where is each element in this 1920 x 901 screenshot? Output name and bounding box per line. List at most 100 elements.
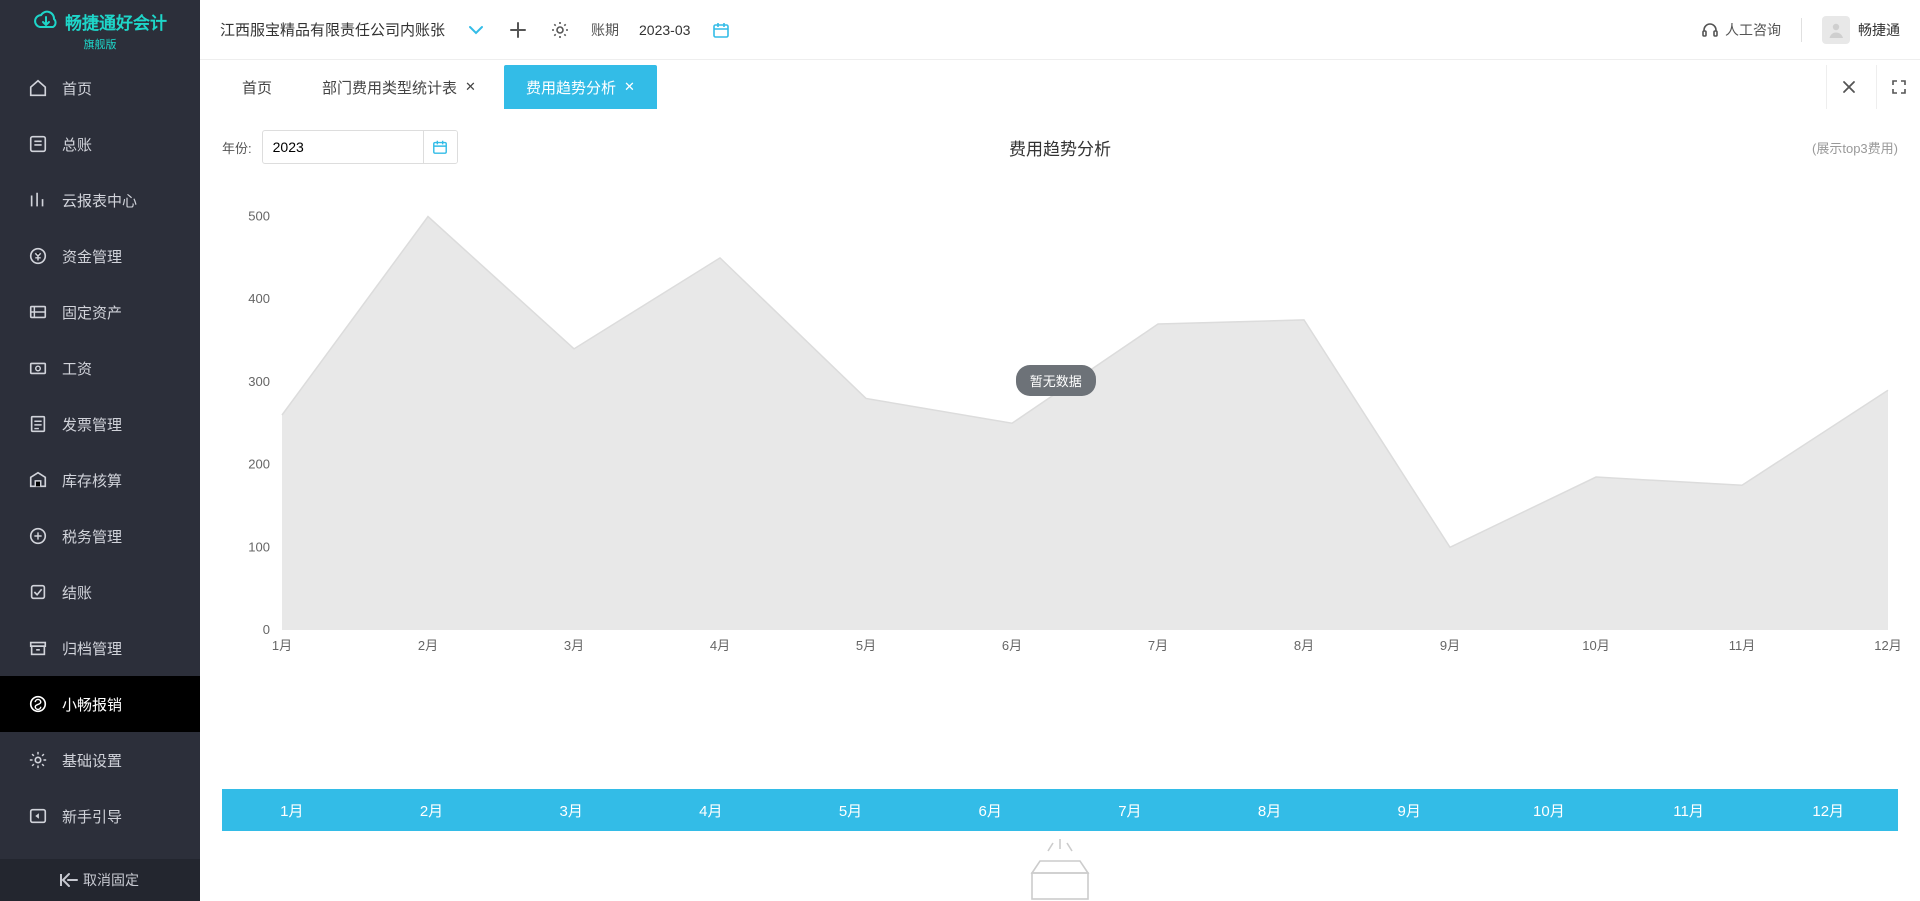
svg-text:400: 400	[248, 291, 270, 306]
sidebar-item-label: 云报表中心	[62, 190, 137, 211]
chevron-down-icon	[468, 25, 484, 35]
svg-text:5月: 5月	[856, 638, 876, 653]
svg-text:9月: 9月	[1440, 638, 1460, 653]
year-input[interactable]	[263, 139, 423, 155]
add-button[interactable]	[507, 19, 529, 41]
close-tab-button[interactable]	[1826, 65, 1870, 109]
sidebar-item-label: 新手引导	[62, 806, 122, 827]
sidebar-item-asset[interactable]: 固定资产	[0, 284, 200, 340]
report-icon	[28, 190, 48, 210]
svg-text:8月: 8月	[1294, 638, 1314, 653]
period-picker-button[interactable]	[710, 19, 732, 41]
month-cell[interactable]: 3月	[501, 789, 641, 831]
tab-close-button[interactable]: ✕	[624, 79, 635, 95]
month-cell[interactable]: 1月	[222, 789, 362, 831]
tab[interactable]: 首页	[220, 65, 294, 109]
tab-close-button[interactable]: ✕	[465, 79, 476, 95]
sidebar-item-label: 基础设置	[62, 750, 122, 771]
filter-row: 年份: 费用趋势分析 (展示top3费用)	[222, 124, 1898, 170]
top-note: (展示top3费用)	[1812, 138, 1898, 157]
sidebar-item-label: 首页	[62, 78, 92, 99]
svg-text:10月: 10月	[1582, 638, 1609, 653]
support-button[interactable]: 人工咨询	[1701, 20, 1781, 40]
svg-text:4月: 4月	[710, 638, 730, 653]
sidebar-item-guide[interactable]: 新手引导	[0, 788, 200, 844]
funds-icon	[28, 246, 48, 266]
sidebar-item-expense[interactable]: 小畅报销	[0, 676, 200, 732]
month-cell[interactable]: 12月	[1758, 789, 1898, 831]
svg-text:300: 300	[248, 374, 270, 389]
trend-chart: 01002003004005001月2月3月4月5月6月7月8月9月10月11月…	[222, 190, 1898, 660]
user-name: 畅捷通	[1858, 20, 1900, 40]
sidebar-item-label: 归档管理	[62, 638, 122, 659]
company-name: 江西服宝精品有限责任公司内账张	[220, 19, 445, 40]
support-label: 人工咨询	[1725, 20, 1781, 40]
content: 年份: 费用趋势分析 (展示top3费用) 01002003004005001月…	[200, 114, 1920, 901]
guide-icon	[28, 806, 48, 826]
user-menu[interactable]: 畅捷通	[1822, 16, 1900, 44]
inventory-icon	[28, 470, 48, 490]
sidebar-item-label: 结账	[62, 582, 92, 603]
svg-text:6月: 6月	[1002, 638, 1022, 653]
sidebar-item-invoice[interactable]: 发票管理	[0, 396, 200, 452]
sidebar-item-label: 发票管理	[62, 414, 122, 435]
asset-icon	[28, 302, 48, 322]
sidebar-item-salary[interactable]: 工资	[0, 340, 200, 396]
gear-icon	[551, 21, 569, 39]
sidebar-item-label: 库存核算	[62, 470, 122, 491]
company-switch-button[interactable]	[465, 19, 487, 41]
period-label: 账期	[591, 20, 619, 40]
sidebar-item-close[interactable]: 结账	[0, 564, 200, 620]
user-icon	[1827, 21, 1845, 39]
sidebar-item-tax[interactable]: 税务管理	[0, 508, 200, 564]
sidebar-item-home[interactable]: 首页	[0, 60, 200, 116]
box-icon	[1010, 831, 1110, 901]
invoice-icon	[28, 414, 48, 434]
tab[interactable]: 费用趋势分析✕	[504, 65, 657, 109]
home-icon	[28, 78, 48, 98]
close-icon	[28, 582, 48, 602]
tab[interactable]: 部门费用类型统计表 ✕	[300, 65, 498, 109]
divider	[1801, 18, 1802, 42]
chart-area: 01002003004005001月2月3月4月5月6月7月8月9月10月11月…	[222, 190, 1898, 779]
avatar	[1822, 16, 1850, 44]
svg-text:11月: 11月	[1729, 638, 1756, 653]
brand-edition: 旗舰版	[84, 36, 117, 52]
month-selector: 1月2月3月4月5月6月7月8月9月10月11月12月	[222, 789, 1898, 831]
settings-button[interactable]	[549, 19, 571, 41]
svg-text:3月: 3月	[564, 638, 584, 653]
cloud-icon	[33, 11, 59, 31]
empty-illustration	[222, 831, 1898, 901]
tab-label: 部门费用类型统计表	[322, 77, 457, 98]
brand-logo: 畅捷通好会计 旗舰版	[0, 0, 200, 60]
month-cell[interactable]: 10月	[1479, 789, 1619, 831]
svg-text:7月: 7月	[1148, 638, 1168, 653]
sidebar-item-label: 税务管理	[62, 526, 122, 547]
salary-icon	[28, 358, 48, 378]
settings-icon	[28, 750, 48, 770]
topbar: 江西服宝精品有限责任公司内账张 账期 2023-03 人工咨询	[200, 0, 1920, 60]
sidebar-item-settings[interactable]: 基础设置	[0, 732, 200, 788]
archive-icon	[28, 638, 48, 658]
sidebar-item-ledger[interactable]: 总账	[0, 116, 200, 172]
month-cell[interactable]: 2月	[362, 789, 502, 831]
year-calendar-button[interactable]	[423, 130, 457, 164]
month-cell[interactable]: 9月	[1339, 789, 1479, 831]
month-cell[interactable]: 4月	[641, 789, 781, 831]
month-cell[interactable]: 11月	[1619, 789, 1759, 831]
tax-icon	[28, 526, 48, 546]
svg-text:200: 200	[248, 457, 270, 472]
year-picker	[262, 130, 458, 164]
sidebar-item-archive[interactable]: 归档管理	[0, 620, 200, 676]
month-cell[interactable]: 6月	[920, 789, 1060, 831]
sidebar-item-funds[interactable]: 资金管理	[0, 228, 200, 284]
unpin-button[interactable]: 取消固定	[0, 859, 200, 901]
month-cell[interactable]: 5月	[781, 789, 921, 831]
month-cell[interactable]: 7月	[1060, 789, 1200, 831]
month-cell[interactable]: 8月	[1200, 789, 1340, 831]
sidebar-item-inventory[interactable]: 库存核算	[0, 452, 200, 508]
fullscreen-button[interactable]	[1876, 65, 1920, 109]
sidebar-item-report[interactable]: 云报表中心	[0, 172, 200, 228]
close-icon	[1841, 79, 1857, 95]
no-data-badge: 暂无数据	[1016, 365, 1096, 396]
